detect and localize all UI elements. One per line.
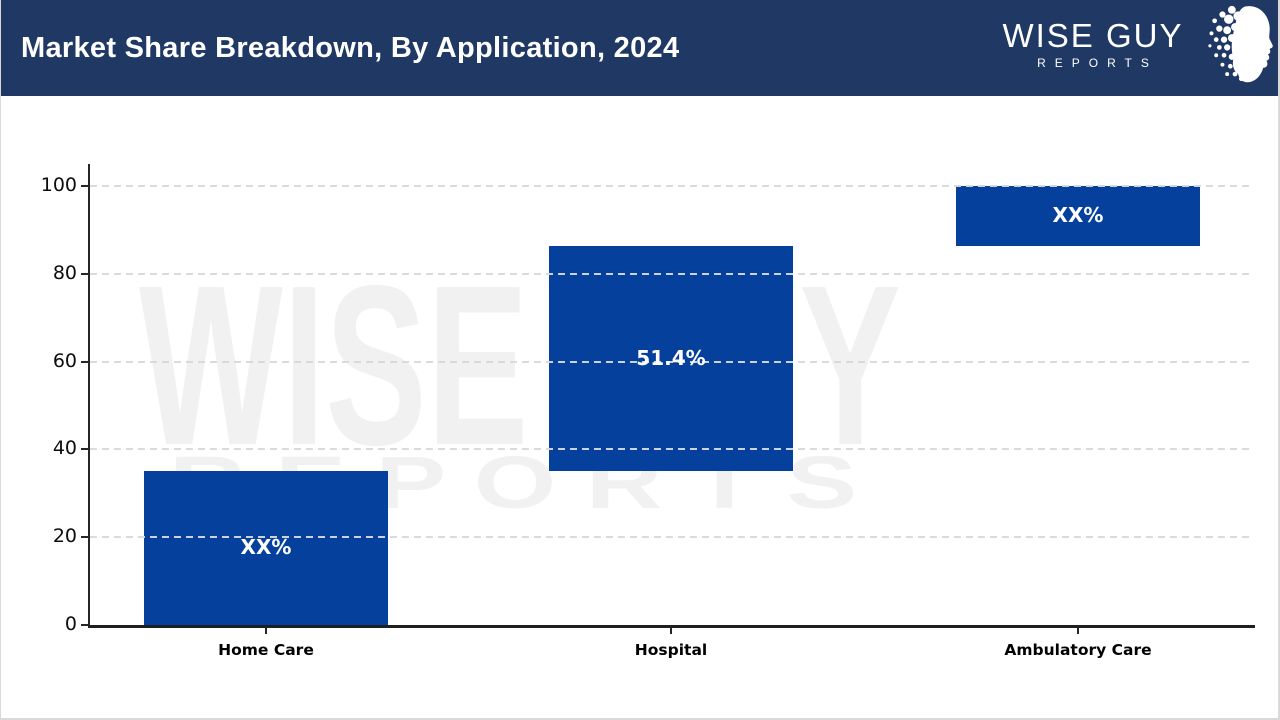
- x-tick-mark: [265, 627, 267, 634]
- brand-subtext: REPORTS: [1037, 56, 1158, 70]
- y-tick-mark: [81, 272, 88, 275]
- gridline-80: [90, 272, 1254, 275]
- y-axis-line: [88, 164, 90, 626]
- bar-value-label: XX%: [240, 535, 292, 560]
- y-tick-label: 100: [40, 174, 77, 196]
- x-tick-mark: [1077, 627, 1079, 634]
- y-tick-label: 60: [52, 349, 77, 372]
- brand-logo: WISE GUY REPORTS: [993, 18, 1193, 71]
- x-axis-line: [88, 625, 1255, 628]
- x-category-label-ambulatory-care: Ambulatory Care: [1004, 641, 1152, 659]
- y-tick-mark: [81, 185, 88, 187]
- bar-value-label: XX%: [1052, 202, 1104, 227]
- y-tick-mark: [81, 624, 88, 626]
- gridline-100: [90, 185, 1254, 187]
- x-category-label-home-care: Home Care: [218, 641, 314, 659]
- y-tick-mark: [81, 360, 88, 363]
- bar-home-care: [144, 471, 388, 625]
- x-tick-mark: [670, 627, 672, 634]
- y-tick-mark: [81, 448, 88, 451]
- y-tick-label: 40: [52, 437, 77, 460]
- bar-ambulatory-care: [956, 186, 1200, 246]
- x-category-label-hospital: Hospital: [634, 641, 708, 659]
- logo-face-icon: [1195, 2, 1275, 96]
- brand-wordmark: WISE GUY: [1002, 17, 1184, 54]
- gridline-20: [90, 536, 1254, 539]
- chart-area: WISE GUY R E P O R T S XX% 51.4% XX% 0 20 40 6…: [1, 96, 1278, 718]
- gridline-40: [90, 448, 1254, 451]
- y-tick-label: 0: [64, 613, 77, 635]
- header-bar: Market Share Breakdown, By Application, …: [1, 0, 1278, 96]
- page-title: Market Share Breakdown, By Application, …: [21, 31, 680, 64]
- y-tick-mark: [81, 536, 88, 539]
- y-tick-label: 80: [52, 261, 77, 284]
- gridline-60: [90, 360, 1254, 363]
- y-tick-label: 20: [52, 525, 77, 548]
- bar-hospital: [549, 245, 793, 472]
- bar-value-label: 51.4%: [636, 345, 706, 370]
